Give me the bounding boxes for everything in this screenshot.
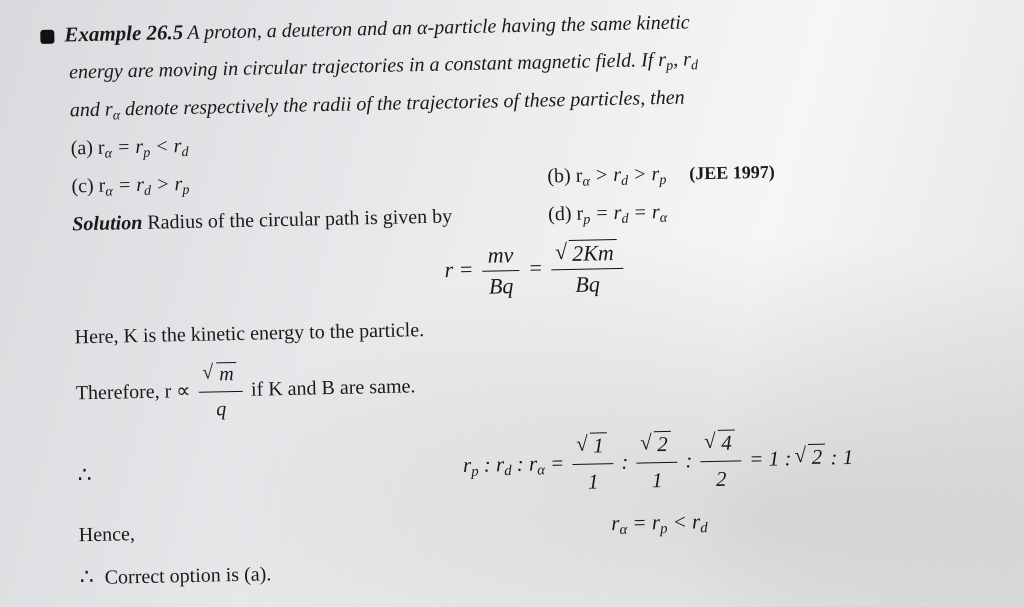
ratio-line: ∴ rp : rd : rα = 11 : 21 : 42 = 1 : 2 : … bbox=[49, 421, 1024, 510]
opt-d-pre: (d) r bbox=[548, 202, 583, 225]
rt1n: 1 bbox=[590, 432, 607, 457]
option-b: (b) rα > rd > rp (JEE 1997) bbox=[547, 151, 1024, 193]
prompt-l2-mid: , r bbox=[673, 48, 691, 70]
ratio-res2: : 1 bbox=[825, 444, 853, 469]
tf-num: m bbox=[198, 358, 243, 392]
ratio-res: = 1 : bbox=[749, 446, 797, 471]
ratio-rt2: 2 bbox=[808, 444, 825, 469]
page-content: Example 26.5 A proton, a deuteron and an… bbox=[40, 0, 1024, 593]
final-relation: rα = rp < rd bbox=[288, 499, 1024, 548]
opt-a-m1: = r bbox=[112, 135, 144, 158]
colon-2: : bbox=[685, 448, 698, 472]
rl-c2: : r bbox=[511, 451, 537, 476]
option-d: (d) rp = rd = rα bbox=[548, 189, 1024, 231]
rfrac-1: 11 bbox=[572, 430, 614, 499]
f-num2-rad: 2Km bbox=[569, 238, 617, 265]
opt-b-pre: (b) r bbox=[547, 164, 582, 187]
f-den1: Bq bbox=[482, 271, 520, 300]
opt-d-s3: α bbox=[660, 210, 668, 225]
opt-b-m1: > r bbox=[589, 163, 621, 186]
option-b-wrap bbox=[547, 134, 1023, 144]
fs3: d bbox=[700, 520, 708, 536]
rf2n: 2 bbox=[636, 428, 677, 463]
therefore-icon: ∴ bbox=[77, 462, 92, 487]
rfrac-3: 42 bbox=[700, 427, 742, 496]
hence-label: Hence, bbox=[78, 516, 288, 550]
radius-formula: r = mv Bq = 2Km Bq bbox=[45, 231, 1024, 309]
opt-d-m2: = r bbox=[628, 201, 660, 224]
frac-2: 2Km Bq bbox=[551, 239, 624, 297]
sub-d: d bbox=[691, 58, 698, 73]
prompt-l3b: denote respectively the radii of the tra… bbox=[120, 86, 685, 120]
opt-c-m2: > r bbox=[151, 173, 183, 196]
f-den2: Bq bbox=[552, 268, 624, 297]
prompt-l2-text: energy are moving in circular trajectori… bbox=[69, 48, 666, 83]
sqrt-res: 2 bbox=[796, 442, 825, 474]
opt-b-m2: > r bbox=[628, 163, 660, 186]
f-num1: mv bbox=[481, 242, 519, 272]
rt3n: 4 bbox=[718, 429, 735, 454]
solution-lead-wrap: Solution Radius of the circular path is … bbox=[72, 199, 549, 239]
sqrt-r2: 2 bbox=[642, 428, 671, 460]
option-a: (a) rα = rp < rd bbox=[70, 123, 547, 165]
opt-a-m2: < r bbox=[150, 135, 182, 158]
rl-c1: : r bbox=[478, 452, 504, 477]
therefore-line: Therefore, r ∝ m q if K and B are same. bbox=[47, 342, 1024, 428]
sqrt-r1: 1 bbox=[578, 430, 607, 462]
solution-label: Solution bbox=[72, 211, 142, 234]
rt3d: 2 bbox=[701, 461, 742, 495]
example-label: Example 26.5 bbox=[64, 20, 183, 46]
rfrac-2: 21 bbox=[636, 428, 678, 497]
tf-post: if K and B are same. bbox=[251, 375, 416, 400]
opt-d-m1: = r bbox=[590, 201, 622, 224]
rt2n: 2 bbox=[654, 430, 671, 455]
prompt-line-1: A proton, a deuteron and an α-particle h… bbox=[187, 11, 690, 44]
rt2d: 1 bbox=[637, 463, 678, 497]
correct-text: Correct option is (a). bbox=[104, 563, 271, 588]
solution-lead: Radius of the circular path is given by bbox=[147, 205, 452, 233]
fm1: = r bbox=[627, 510, 660, 535]
sqrt-r3: 4 bbox=[706, 427, 735, 459]
rl-r1: r bbox=[463, 452, 472, 476]
ratio-math: rp : rd : rα = 11 : 21 : 42 = 1 : 2 : 1 bbox=[286, 421, 1024, 505]
therefore-dots: ∴ bbox=[77, 454, 287, 491]
jee-year: (JEE 1997) bbox=[689, 161, 775, 183]
tf-pre: Therefore, r ∝ bbox=[76, 379, 196, 404]
fm2: < r bbox=[667, 509, 700, 534]
opt-c-m1: = r bbox=[112, 173, 144, 196]
fp: r bbox=[611, 510, 620, 534]
option-c: (c) rα = rd > rp bbox=[71, 161, 548, 203]
rf1n: 1 bbox=[572, 430, 613, 465]
therefore-icon-2: ∴ bbox=[79, 564, 94, 589]
sqrt-icon-2: m bbox=[204, 358, 237, 389]
rf3n: 4 bbox=[700, 427, 741, 462]
opt-a-pre: (a) r bbox=[70, 136, 104, 159]
tf-den: q bbox=[199, 391, 244, 424]
f-r: r = bbox=[444, 256, 479, 282]
opt-b-s3: p bbox=[659, 172, 666, 187]
rt1d: 1 bbox=[573, 464, 614, 498]
frac-prop: m q bbox=[198, 358, 244, 424]
f-eq: = bbox=[528, 254, 549, 279]
prompt-l3a: and r bbox=[70, 98, 113, 121]
tf-num-rad: m bbox=[216, 361, 237, 384]
f-num2: 2Km bbox=[551, 239, 623, 269]
colon-1: : bbox=[621, 449, 634, 473]
rl-eq: = bbox=[545, 450, 570, 475]
sqrt-icon: 2Km bbox=[557, 239, 617, 266]
here-text: Here, K is the kinetic energy to the par… bbox=[74, 319, 424, 348]
bullet-icon bbox=[40, 30, 54, 44]
opt-c-pre: (c) r bbox=[71, 174, 105, 197]
frac-1: mv Bq bbox=[481, 242, 520, 300]
opt-a-s3: d bbox=[181, 144, 188, 159]
opt-c-s3: p bbox=[182, 182, 189, 197]
